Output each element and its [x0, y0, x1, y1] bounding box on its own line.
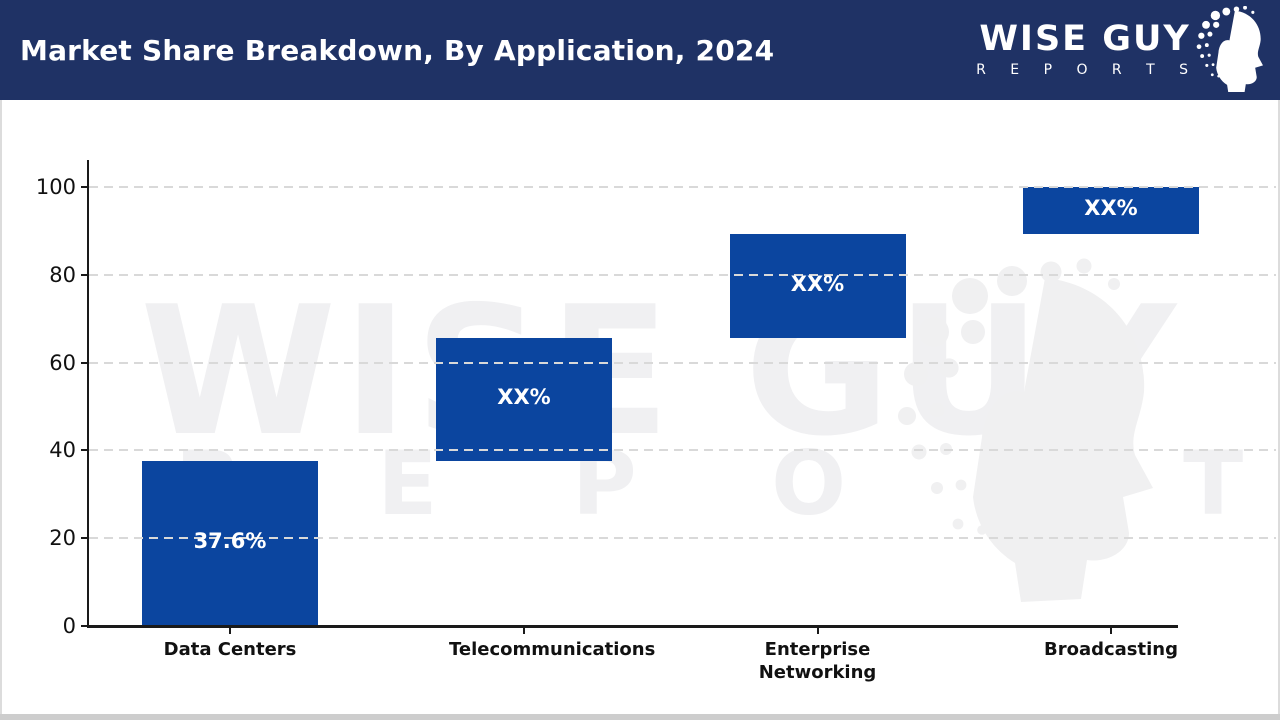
- x-category-label-1: Telecommunications: [449, 639, 656, 660]
- y-tick-label-60: 60: [49, 350, 76, 375]
- page-border-bottom: [0, 714, 1280, 720]
- bar-1: [436, 337, 612, 461]
- y-tick-mark-20: [81, 537, 89, 540]
- y-tick-mark-60: [81, 361, 89, 364]
- header-bar: Market Share Breakdown, By Application, …: [0, 0, 1280, 100]
- x-category-label-0: Data Centers: [163, 639, 297, 660]
- y-tick-label-40: 40: [49, 438, 76, 463]
- gridline-20: [89, 537, 1276, 540]
- brand-head-icon: [1192, 6, 1270, 92]
- y-tick-mark-80: [81, 273, 89, 276]
- brand-logo-text: WISE GUY R E P O R T S: [972, 18, 1198, 78]
- y-tick-label-80: 80: [49, 262, 76, 287]
- y-tick-mark-0: [81, 625, 89, 627]
- bar-value-label-1: XX%: [497, 385, 551, 410]
- bar-2: [729, 233, 906, 338]
- page-title: Market Share Breakdown, By Application, …: [20, 33, 775, 67]
- y-tick-mark-100: [81, 186, 89, 188]
- gridline-100: [89, 186, 1276, 188]
- x-tick-mark-0: [229, 626, 231, 634]
- bar-value-label-3: XX%: [1084, 196, 1138, 221]
- x-tick-mark-2: [816, 626, 819, 634]
- y-tick-mark-40: [81, 449, 89, 452]
- bar-0: [142, 460, 318, 626]
- watermark-head-icon: [880, 225, 1180, 625]
- x-category-label-2: Enterprise Networking: [758, 639, 877, 683]
- brand-logo: WISE GUY R E P O R T S: [972, 6, 1270, 92]
- brand-name: WISE GUY: [979, 18, 1191, 59]
- brand-subtitle: R E P O R T S: [976, 61, 1198, 78]
- x-tick-mark-1: [523, 626, 525, 634]
- x-axis-line: [87, 625, 1178, 628]
- gridline-80: [89, 273, 1276, 276]
- page-border-right: [1278, 100, 1280, 720]
- bar-value-label-0: 37.6%: [193, 529, 267, 554]
- x-tick-mark-3: [1110, 626, 1112, 634]
- waterfall-chart: 0 20 40 60 80 100 37.6% XX% XX% XX% Data Centers Te…: [0, 100, 1280, 714]
- bar-value-label-2: XX%: [790, 271, 845, 296]
- y-tick-label-100: 100: [35, 175, 76, 199]
- y-axis-line: [87, 160, 89, 628]
- bar-3: [1023, 187, 1199, 234]
- page-border-left: [0, 100, 2, 720]
- gridline-60: [89, 361, 1276, 364]
- x-category-label-3: Broadcasting: [1044, 639, 1178, 660]
- gridline-40: [89, 449, 1276, 452]
- y-tick-label-20: 20: [49, 526, 76, 551]
- y-tick-label-0: 0: [62, 614, 76, 638]
